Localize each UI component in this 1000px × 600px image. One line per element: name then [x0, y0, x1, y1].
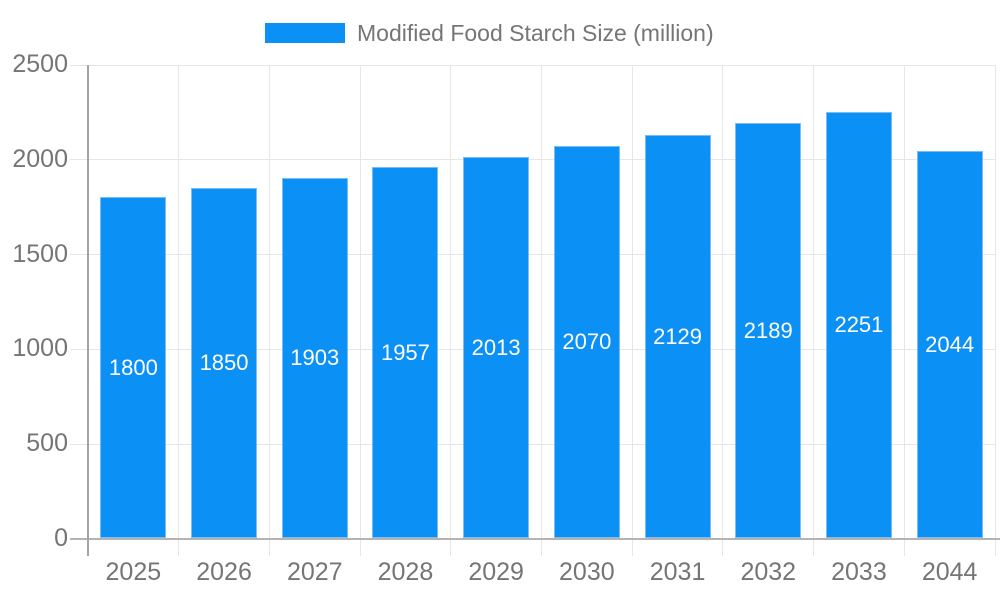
bar-2026[interactable]	[191, 187, 258, 539]
y-axis-tick-label: 1000	[12, 334, 68, 363]
bar-value-label: 2189	[743, 317, 793, 343]
bar-2027[interactable]	[281, 177, 348, 539]
bar-value-label: 2044	[925, 331, 975, 357]
h-gridline	[70, 64, 995, 66]
bar-2032[interactable]	[735, 123, 802, 539]
x-axis-baseline	[70, 537, 1000, 540]
h-gridline	[70, 254, 995, 256]
y-axis-tick-label: 1500	[12, 239, 68, 268]
legend-swatch	[265, 23, 345, 43]
bar-2025[interactable]	[100, 197, 167, 539]
x-axis-tick-label: 2025	[105, 558, 162, 586]
bar-2044[interactable]	[916, 150, 983, 539]
chart-legend: Modified Food Starch Size (million)	[265, 18, 714, 48]
x-axis-tick-label: 2032	[740, 558, 797, 586]
bar-value-label: 1850	[199, 350, 249, 376]
x-axis-tick-label: 2031	[649, 558, 706, 586]
h-gridline	[70, 159, 995, 161]
y-axis-tick-label: 2000	[12, 144, 68, 173]
y-axis-tick-label: 500	[26, 429, 68, 458]
bar-value-label: 2251	[834, 312, 884, 338]
x-axis-tick-label: 2027	[286, 558, 343, 586]
bar-value-label: 2129	[653, 323, 703, 349]
x-axis-tick-label: 2026	[196, 558, 252, 586]
bar-2028[interactable]	[372, 167, 439, 539]
v-gridline	[903, 64, 905, 556]
x-axis-tick-label: 2028	[377, 558, 434, 586]
v-gridline	[541, 64, 542, 556]
v-gridline	[994, 64, 996, 556]
x-axis-tick-label: 2030	[559, 558, 615, 586]
legend-label: Modified Food Starch Size (million)	[357, 19, 714, 46]
v-gridline	[813, 64, 815, 556]
h-gridline	[70, 443, 995, 445]
v-gridline	[631, 64, 633, 556]
v-gridline	[178, 64, 180, 556]
bar-value-label: 1903	[290, 345, 340, 371]
y-axis-tick-label: 2500	[12, 50, 68, 78]
y-axis-line	[87, 64, 89, 556]
v-gridline	[268, 64, 270, 556]
bar-2030[interactable]	[553, 146, 620, 539]
bar-value-label: 1800	[108, 354, 158, 380]
bar-value-label: 1957	[380, 339, 430, 365]
x-axis-tick-label: 2029	[468, 558, 524, 586]
bar-2029[interactable]	[463, 156, 530, 539]
x-axis-tick-label: 2033	[831, 558, 887, 586]
bar-2031[interactable]	[644, 134, 711, 539]
v-gridline	[359, 64, 361, 556]
bar-2033[interactable]	[825, 111, 892, 539]
y-axis-tick-label: 0	[54, 524, 68, 552]
h-gridline	[70, 348, 995, 350]
bar-value-label: 2070	[562, 329, 612, 355]
v-gridline	[450, 64, 452, 556]
bar-value-label: 2013	[471, 334, 521, 360]
v-gridline	[722, 64, 724, 556]
x-axis-tick-label: 2044	[921, 558, 978, 586]
